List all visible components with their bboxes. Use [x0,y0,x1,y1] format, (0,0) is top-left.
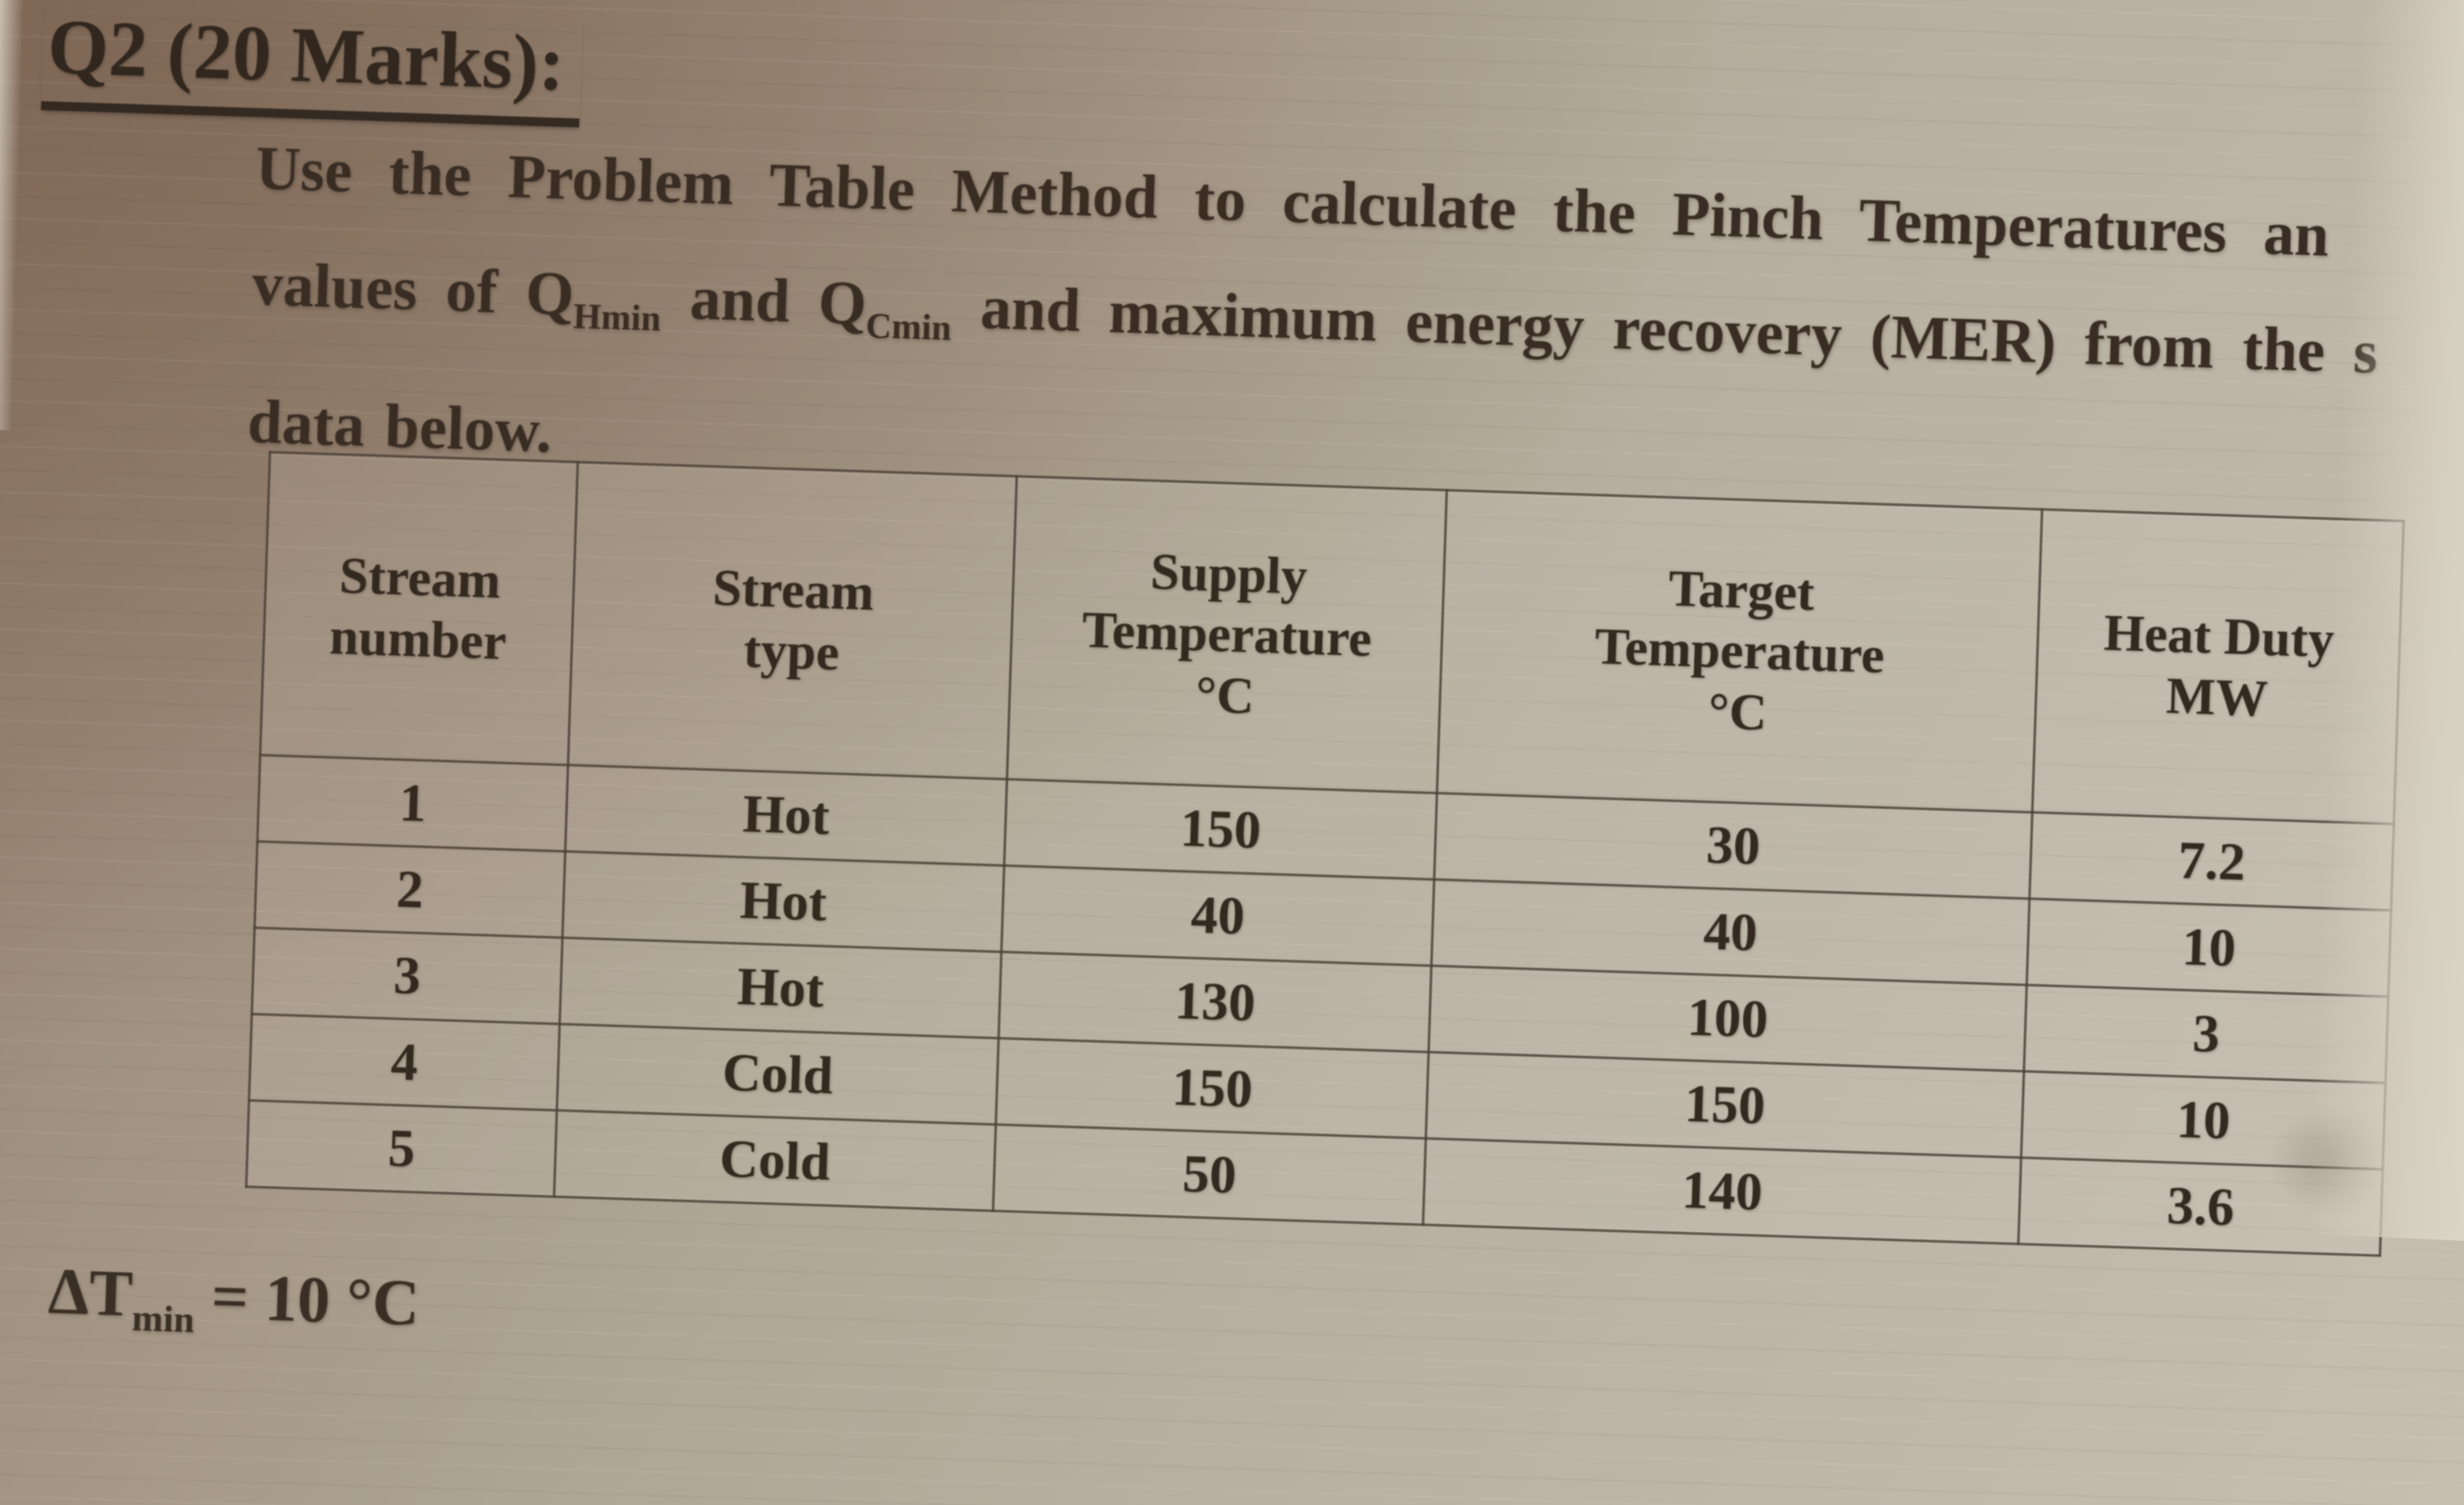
paragraph-line-2-text: and Q [660,262,868,338]
cell-r1-c2: Hot [565,764,1007,866]
cell-r3-c2: Hot [559,937,1001,1039]
cell-r4-c3: 150 [996,1038,1429,1139]
col-header-1: Stream type [568,462,1017,780]
cell-r5-c3: 50 [992,1124,1426,1226]
q-hmin-subscript: Hmin [572,296,662,339]
delta-t-symbol: ΔT [46,1256,134,1331]
col-header-0: Stream number [260,451,579,765]
cell-r5-c2: Cold [553,1110,997,1211]
cell-r3-c1: 3 [252,927,563,1024]
cell-r1-c3: 150 [1004,779,1437,880]
cell-r3-c3: 130 [998,952,1432,1053]
col-header-3: Target Temperature °C [1437,490,2043,812]
table-body: 1 Hot 150 30 7.2 2 Hot 40 40 10 3 Hot 130 100 3 4 Cold 15… [246,755,2394,1256]
cell-r4-c1: 4 [249,1014,560,1111]
streams-table: Stream number Stream type Supply Temperature °… [244,451,2405,1257]
cell-r2-c3: 40 [1001,865,1435,966]
min-subscript: min [131,1296,196,1340]
cell-r1-c1: 1 [257,755,569,852]
col-header-2: Supply Temperature °C [1006,476,1447,794]
q-cmin-subscript: Cmin [865,305,953,349]
paragraph-line-2-text: and maximum energy recovery (MER) from t… [951,272,2379,387]
cell-r4-c2: Cold [557,1023,999,1125]
cell-r2-c2: Hot [562,851,1005,953]
delta-t-value: = 10 °C [194,1260,421,1340]
cell-r5-c1: 5 [246,1100,557,1197]
cell-r5-c4: 140 [1423,1138,2022,1244]
delta-t-min-note: ΔTmin = 10 °C [47,1255,421,1349]
question-heading: Q2 (20 Marks): [41,1,583,128]
paragraph-line-2-text: values of Q [251,249,575,329]
cell-r2-c1: 2 [254,841,565,938]
